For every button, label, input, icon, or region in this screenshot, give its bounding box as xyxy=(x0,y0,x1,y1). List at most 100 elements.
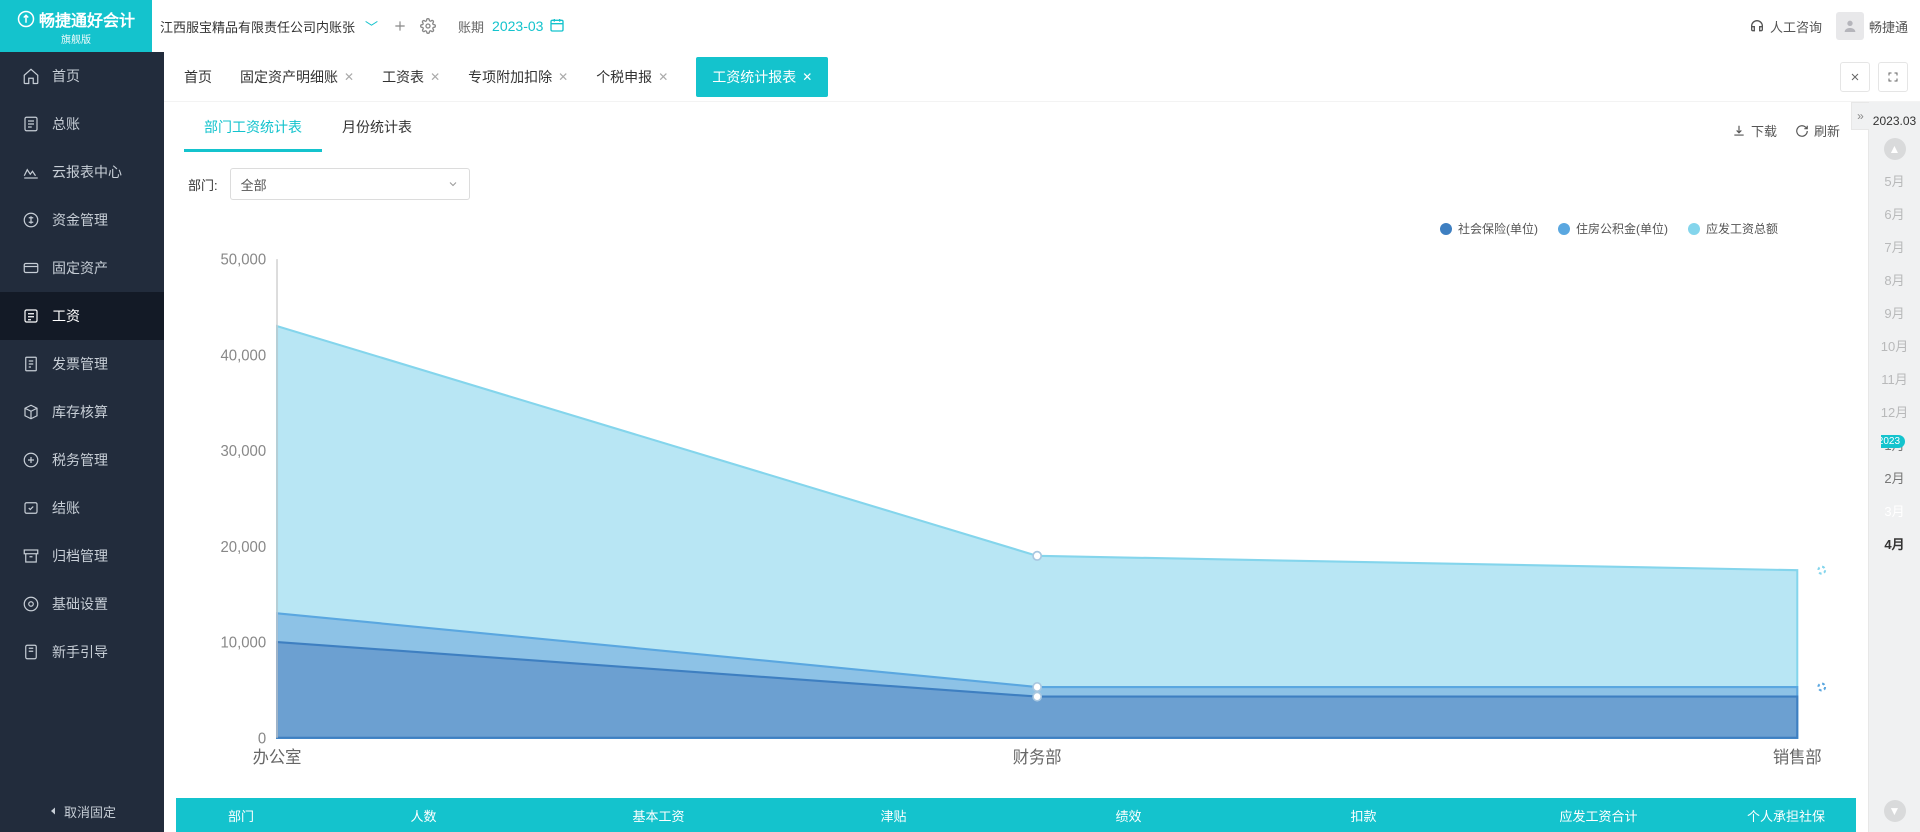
consult-link[interactable]: 人工咨询 xyxy=(1749,17,1822,36)
sidebar-item-archive[interactable]: 归档管理 xyxy=(0,532,164,580)
archive-icon xyxy=(22,547,40,565)
add-button[interactable] xyxy=(386,12,414,40)
svg-text:30,000: 30,000 xyxy=(220,443,266,460)
month-4月[interactable]: 4月 xyxy=(1881,527,1908,560)
sidebar-item-label: 发票管理 xyxy=(52,354,108,374)
close-icon[interactable]: ✕ xyxy=(344,70,354,84)
tab-0[interactable]: 首页 xyxy=(184,52,212,101)
table-col: 绩效 xyxy=(1011,806,1246,825)
user-menu[interactable]: 畅捷通 xyxy=(1836,12,1908,40)
sidebar-item-close[interactable]: 结账 xyxy=(0,484,164,532)
company-name: 江西服宝精品有限责任公司内账张 xyxy=(160,17,355,36)
month-11月[interactable]: 11月 xyxy=(1881,362,1908,395)
month-9月[interactable]: 9月 xyxy=(1881,296,1908,329)
sidebar-item-label: 新手引导 xyxy=(52,642,108,662)
month-1月[interactable]: 1月2023 xyxy=(1881,428,1908,461)
tab-label: 工资表 xyxy=(382,67,424,87)
home-icon xyxy=(22,67,40,85)
svg-text:40,000: 40,000 xyxy=(220,347,266,364)
sidebar-item-label: 资金管理 xyxy=(52,210,108,230)
svg-text:销售部: 销售部 xyxy=(1773,748,1822,767)
month-3月[interactable]: 3月 xyxy=(1881,494,1908,527)
sidebar-item-label: 结账 xyxy=(52,498,80,518)
sidebar-item-label: 工资 xyxy=(52,306,80,326)
legend-dot xyxy=(1688,223,1700,235)
sidebar-item-setting[interactable]: 基础设置 xyxy=(0,580,164,628)
legend-item[interactable]: 社会保险(单位) xyxy=(1440,220,1538,237)
month-5月[interactable]: 5月 xyxy=(1881,164,1908,197)
refresh-label: 刷新 xyxy=(1814,121,1840,140)
svg-text:0: 0 xyxy=(258,730,266,747)
sidebar-item-fund[interactable]: 资金管理 xyxy=(0,196,164,244)
table-col: 津贴 xyxy=(776,806,1011,825)
invoice-icon xyxy=(22,355,40,373)
download-button[interactable]: 下载 xyxy=(1732,121,1777,140)
close-tab-button[interactable] xyxy=(1840,62,1870,92)
tab-label: 工资统计报表 xyxy=(712,67,796,87)
legend-item[interactable]: 应发工资总额 xyxy=(1688,220,1778,237)
tab-5[interactable]: 工资统计报表 ✕ xyxy=(696,57,828,97)
sidebar-unpin[interactable]: 取消固定 xyxy=(0,790,164,832)
company-selector[interactable]: 江西服宝精品有限责任公司内账张 ﹀ xyxy=(152,17,386,36)
sidebar-item-salary[interactable]: 工资 xyxy=(0,292,164,340)
strip-toggle[interactable]: » xyxy=(1851,102,1869,130)
sidebar-item-cloud[interactable]: 云报表中心 xyxy=(0,148,164,196)
sidebar-item-label: 基础设置 xyxy=(52,594,108,614)
legend-item[interactable]: 住房公积金(单位) xyxy=(1558,220,1668,237)
cloud-icon xyxy=(22,163,40,181)
month-10月[interactable]: 10月 xyxy=(1881,329,1908,362)
subtab-0[interactable]: 部门工资统计表 xyxy=(184,105,322,152)
legend-label: 应发工资总额 xyxy=(1706,220,1778,237)
sidebar-item-label: 税务管理 xyxy=(52,450,108,470)
strip-up[interactable]: ▲ xyxy=(1884,138,1906,160)
brand-logo: 畅捷通好会计 旗舰版 xyxy=(0,0,152,52)
sidebar-item-tax[interactable]: 税务管理 xyxy=(0,436,164,484)
svg-text:50,000: 50,000 xyxy=(220,251,266,268)
sidebar-item-invoice[interactable]: 发票管理 xyxy=(0,340,164,388)
month-6月[interactable]: 6月 xyxy=(1881,197,1908,230)
fund-icon xyxy=(22,211,40,229)
consult-label: 人工咨询 xyxy=(1770,17,1822,36)
svg-text:办公室: 办公室 xyxy=(253,748,302,767)
month-12月[interactable]: 12月 xyxy=(1881,395,1908,428)
tab-2[interactable]: 工资表 ✕ xyxy=(382,52,440,101)
subtab-1[interactable]: 月份统计表 xyxy=(322,105,432,152)
fullscreen-button[interactable] xyxy=(1878,62,1908,92)
setting-icon xyxy=(22,595,40,613)
sidebar-item-guide[interactable]: 新手引导 xyxy=(0,628,164,676)
download-label: 下载 xyxy=(1751,121,1777,140)
sidebar-item-asset[interactable]: 固定资产 xyxy=(0,244,164,292)
table-header: 部门人数基本工资津贴绩效扣款应发工资合计个人承担社保 xyxy=(176,798,1856,832)
guide-icon xyxy=(22,643,40,661)
calendar-icon[interactable] xyxy=(549,17,565,36)
close-icon[interactable]: ✕ xyxy=(658,70,668,84)
filter-label: 部门: xyxy=(188,175,218,194)
close-icon[interactable]: ✕ xyxy=(558,70,568,84)
refresh-button[interactable]: 刷新 xyxy=(1795,121,1840,140)
department-select[interactable]: 全部 xyxy=(230,168,470,200)
svg-text:财务部: 财务部 xyxy=(1013,748,1062,767)
legend-dot xyxy=(1440,223,1452,235)
tab-4[interactable]: 个税申报✕ xyxy=(596,52,668,101)
month-2月[interactable]: 2月 xyxy=(1881,461,1908,494)
asset-icon xyxy=(22,259,40,277)
period-value[interactable]: 2023-03 xyxy=(492,18,543,34)
gear-icon[interactable] xyxy=(414,12,442,40)
sidebar: 首页总账云报表中心资金管理固定资产工资发票管理库存核算税务管理结账归档管理基础设… xyxy=(0,52,164,832)
sidebar-item-stock[interactable]: 库存核算 xyxy=(0,388,164,436)
brand-edition: 旗舰版 xyxy=(61,31,91,46)
sidebar-item-home[interactable]: 首页 xyxy=(0,52,164,100)
month-7月[interactable]: 7月 xyxy=(1881,230,1908,263)
tab-3[interactable]: 专项附加扣除✕ xyxy=(468,52,568,101)
close-icon[interactable]: ✕ xyxy=(802,70,812,84)
avatar-icon xyxy=(1836,12,1864,40)
strip-down[interactable]: ▼ xyxy=(1884,800,1906,822)
sidebar-item-label: 首页 xyxy=(52,66,80,86)
sidebar-item-ledger[interactable]: 总账 xyxy=(0,100,164,148)
month-8月[interactable]: 8月 xyxy=(1881,263,1908,296)
chart-legend: 社会保险(单位) 住房公积金(单位) 应发工资总额 xyxy=(182,220,1838,237)
tab-1[interactable]: 固定资产明细账✕ xyxy=(240,52,354,101)
table-col: 部门 xyxy=(176,806,306,825)
close-icon[interactable]: ✕ xyxy=(430,70,440,84)
table-col: 人数 xyxy=(306,806,541,825)
